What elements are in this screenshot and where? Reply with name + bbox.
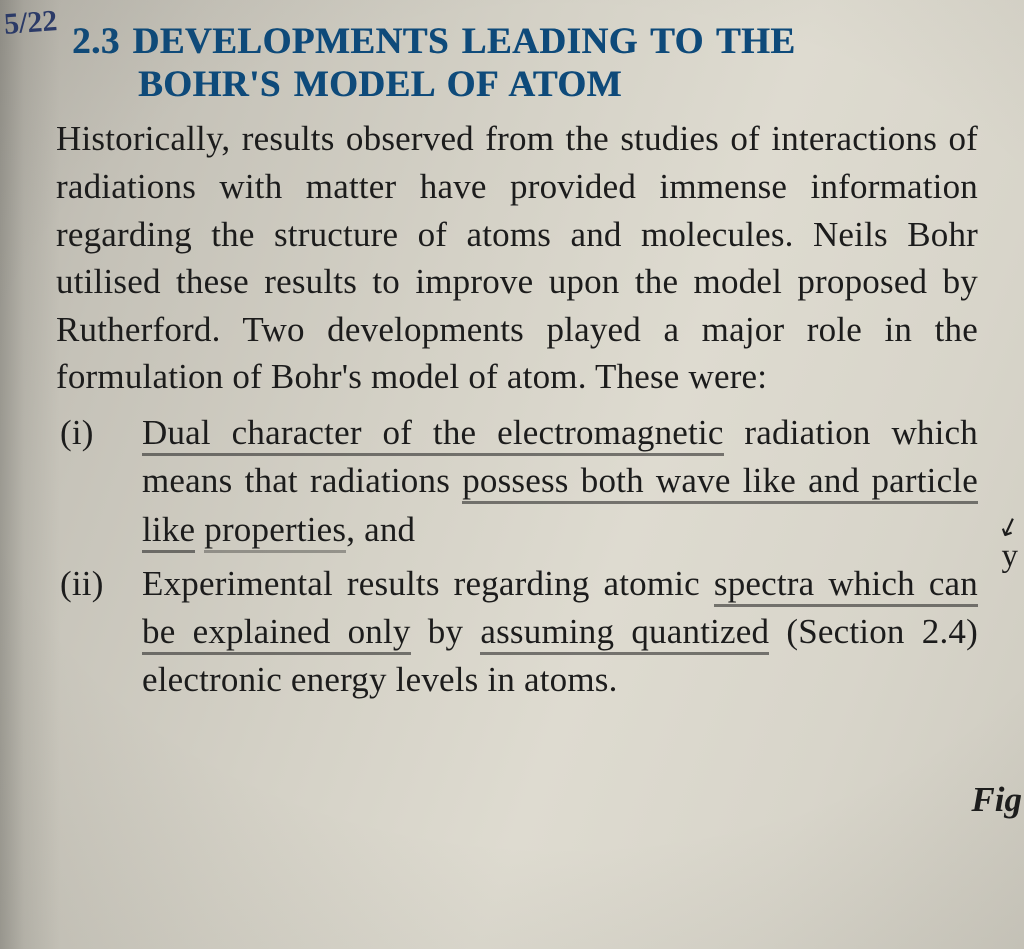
plain-text: , and (346, 510, 415, 549)
list-item-text: Experimental results regarding atomic sp… (142, 560, 984, 705)
underlined-text: properties (204, 510, 346, 553)
intro-paragraph: Historically, results observed from the … (56, 115, 984, 401)
plain-text (195, 510, 204, 549)
list-marker: (ii) (56, 560, 142, 705)
underlined-text: Dual character of the electromagnetic (142, 413, 724, 456)
plain-text: Experimental results regarding atomic (142, 564, 714, 603)
textbook-page: 5/22 2.3 DEVELOPMENTS LEADING TO THE BOH… (0, 0, 1024, 949)
numbered-list: (i) Dual character of the electromagneti… (56, 409, 984, 705)
plain-text: by (411, 612, 481, 651)
list-item: (i) Dual character of the electromagneti… (56, 409, 984, 554)
margin-y-label: ↙ y (1002, 538, 1019, 575)
list-item: (ii) Experimental results regarding atom… (56, 560, 984, 705)
list-marker: (i) (56, 409, 142, 554)
section-heading-line2: BOHR'S MODEL OF ATOM (56, 65, 984, 106)
underlined-text: assuming quantized (480, 612, 769, 655)
margin-fig-label: Fig (971, 780, 1024, 820)
list-item-text: Dual character of the electromagnetic ra… (142, 409, 984, 554)
arrow-icon: ↙ (994, 509, 1024, 545)
handwritten-margin-note: 5/22 (3, 4, 59, 42)
section-heading-line1: 2.3 DEVELOPMENTS LEADING TO THE (56, 22, 984, 63)
